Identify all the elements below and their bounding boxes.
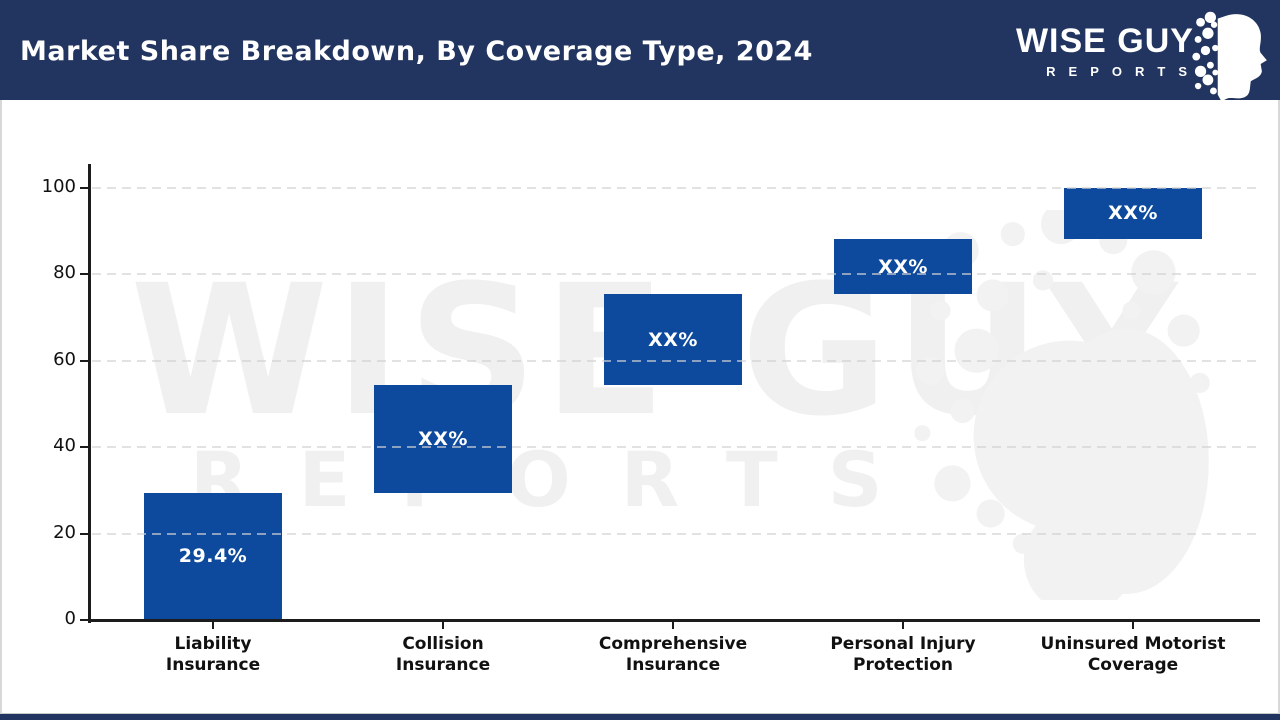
x-tick-mark <box>212 622 214 629</box>
brand-name: WISE GUY <box>1015 22 1194 60</box>
bar-liability-insurance: 29.4% <box>144 492 282 620</box>
x-tick-mark <box>672 622 674 629</box>
gridline-80 <box>92 273 1260 276</box>
y-tick-label: 20 <box>53 521 76 543</box>
bar-collision-insurance: XX% <box>374 384 512 493</box>
watermark-subtext: REPORTS <box>190 435 933 524</box>
y-tick-mark <box>80 619 88 621</box>
x-tick-mark <box>902 622 904 629</box>
y-tick-mark <box>80 187 88 189</box>
x-axis-line <box>88 619 1260 622</box>
y-tick-label: 100 <box>41 176 76 197</box>
category-label-liability-insurance: Liability Insurance <box>165 634 261 675</box>
bar-value-label: XX% <box>418 427 468 450</box>
y-tick-label: 40 <box>53 435 76 457</box>
y-tick-label: 80 <box>53 262 76 284</box>
category-label-uninsured-motorist-coverage: Uninsured Motorist Coverage <box>1040 634 1226 675</box>
y-tick-label: 0 <box>64 608 76 629</box>
gridline-60 <box>92 359 1260 362</box>
gridline-40 <box>92 446 1260 449</box>
category-label-collision-insurance: Collision Insurance <box>395 634 491 675</box>
bar-value-label: 29.4% <box>178 545 248 568</box>
y-tick-label: 60 <box>53 348 76 370</box>
bar-value-label: XX% <box>878 255 928 278</box>
y-axis-line <box>88 164 91 623</box>
bar-uninsured-motorist-coverage: XX% <box>1064 188 1202 239</box>
gridline-100 <box>92 187 1260 189</box>
gridline-20 <box>92 532 1260 535</box>
category-label-personal-injury-protection: Personal Injury Protection <box>830 634 976 675</box>
bar-personal-injury-protection: XX% <box>834 238 972 295</box>
page-title: Market Share Breakdown, By Coverage Type… <box>20 36 813 67</box>
watermark-head-icon <box>914 210 1210 600</box>
chart-area: WISE GUY REPORTS 0 20 40 60 80 100 29.4% Liabil… <box>0 100 1280 714</box>
y-tick-mark <box>80 532 88 535</box>
brand-logo: WISE GUY REPORTS <box>1006 6 1272 102</box>
head-profile-icon <box>1192 11 1267 102</box>
brand-subtitle: REPORTS <box>1046 64 1200 79</box>
x-tick-mark <box>1132 622 1134 629</box>
y-tick-mark <box>80 359 88 362</box>
y-tick-mark <box>80 273 88 276</box>
bar-comprehensive-insurance: XX% <box>604 294 742 385</box>
bar-value-label: XX% <box>1108 202 1158 225</box>
x-tick-mark <box>442 622 444 629</box>
bar-value-label: XX% <box>648 328 698 351</box>
category-label-comprehensive-insurance: Comprehensive Insurance <box>598 634 748 675</box>
footer-bar <box>0 714 1280 720</box>
y-tick-mark <box>80 446 88 449</box>
header: Market Share Breakdown, By Coverage Type… <box>0 0 1280 102</box>
